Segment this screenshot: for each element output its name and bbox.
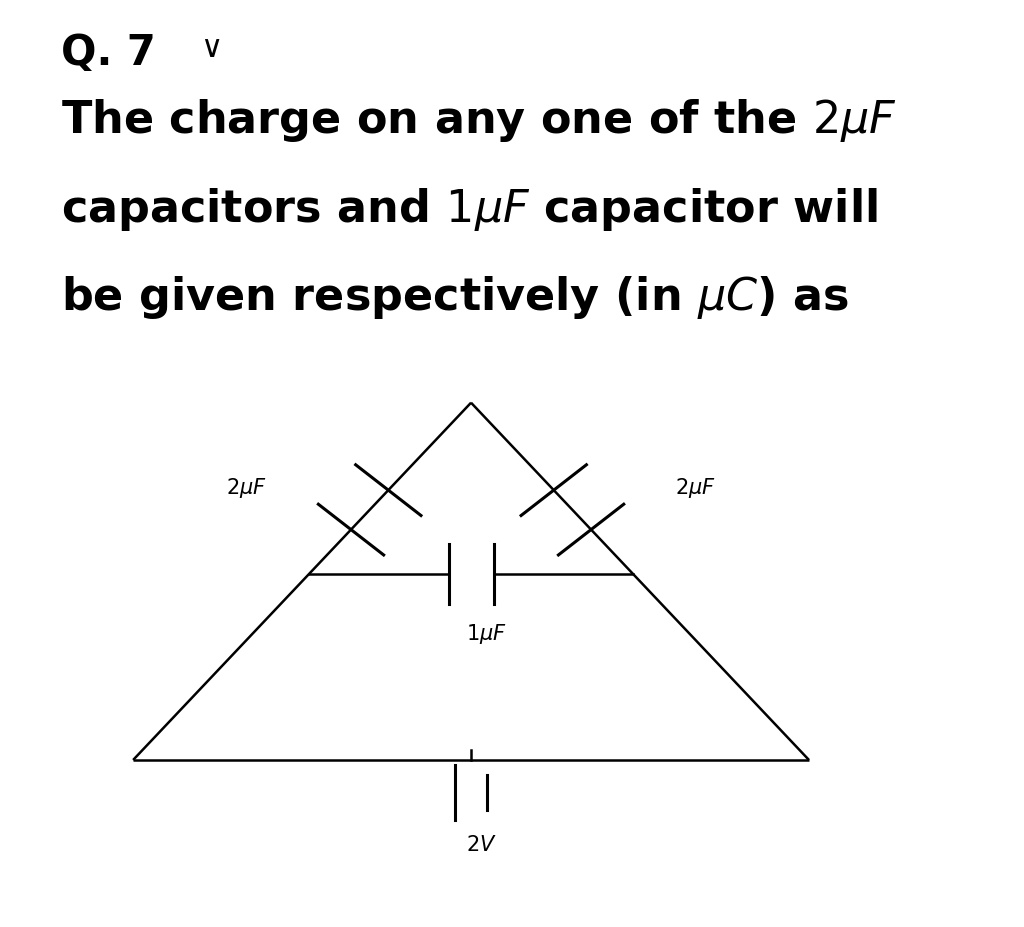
Text: $2V$: $2V$ bbox=[466, 834, 497, 855]
Text: $2\mu F$: $2\mu F$ bbox=[226, 476, 267, 499]
Text: capacitors and $1\mu F$ capacitor will: capacitors and $1\mu F$ capacitor will bbox=[61, 185, 879, 233]
Text: The charge on any one of the $2\mu F$: The charge on any one of the $2\mu F$ bbox=[61, 97, 897, 145]
Text: be given respectively (in $\mu C$) as: be given respectively (in $\mu C$) as bbox=[61, 273, 849, 321]
Text: ∨: ∨ bbox=[200, 34, 222, 63]
Text: $2\mu F$: $2\mu F$ bbox=[675, 476, 716, 499]
Text: Q. 7: Q. 7 bbox=[61, 32, 157, 74]
Text: $1\mu F$: $1\mu F$ bbox=[466, 621, 507, 645]
